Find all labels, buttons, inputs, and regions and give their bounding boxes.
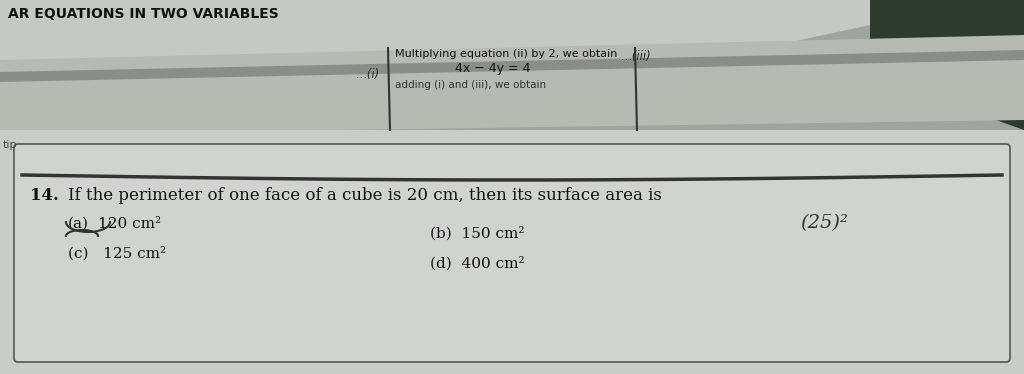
Polygon shape — [0, 0, 870, 130]
Text: AR EQUATIONS IN TWO VARIABLES: AR EQUATIONS IN TWO VARIABLES — [8, 7, 279, 21]
Polygon shape — [870, 0, 1024, 130]
Text: …(iii): …(iii) — [620, 50, 650, 63]
FancyBboxPatch shape — [0, 130, 1024, 374]
Text: (d)  400 cm²: (d) 400 cm² — [430, 257, 524, 271]
Text: (c)   125 cm²: (c) 125 cm² — [68, 247, 166, 261]
Polygon shape — [0, 35, 1024, 135]
Text: Multiplying equation (ii) by 2, we obtain: Multiplying equation (ii) by 2, we obtai… — [395, 49, 617, 59]
Text: …(i): …(i) — [355, 68, 379, 81]
Text: 120 cm²: 120 cm² — [98, 217, 161, 231]
Polygon shape — [0, 50, 1024, 82]
Text: (25)²: (25)² — [800, 214, 848, 232]
Text: 4x − 4y = 4: 4x − 4y = 4 — [455, 62, 530, 75]
Text: 14.: 14. — [30, 187, 58, 204]
Text: tip: tip — [3, 140, 17, 150]
Text: (b)  150 cm²: (b) 150 cm² — [430, 227, 524, 241]
Text: adding (i) and (iii), we obtain: adding (i) and (iii), we obtain — [395, 80, 546, 90]
Text: (a): (a) — [68, 217, 89, 231]
FancyBboxPatch shape — [14, 144, 1010, 362]
Text: If the perimeter of one face of a cube is 20 cm, then its surface area is: If the perimeter of one face of a cube i… — [68, 187, 662, 204]
